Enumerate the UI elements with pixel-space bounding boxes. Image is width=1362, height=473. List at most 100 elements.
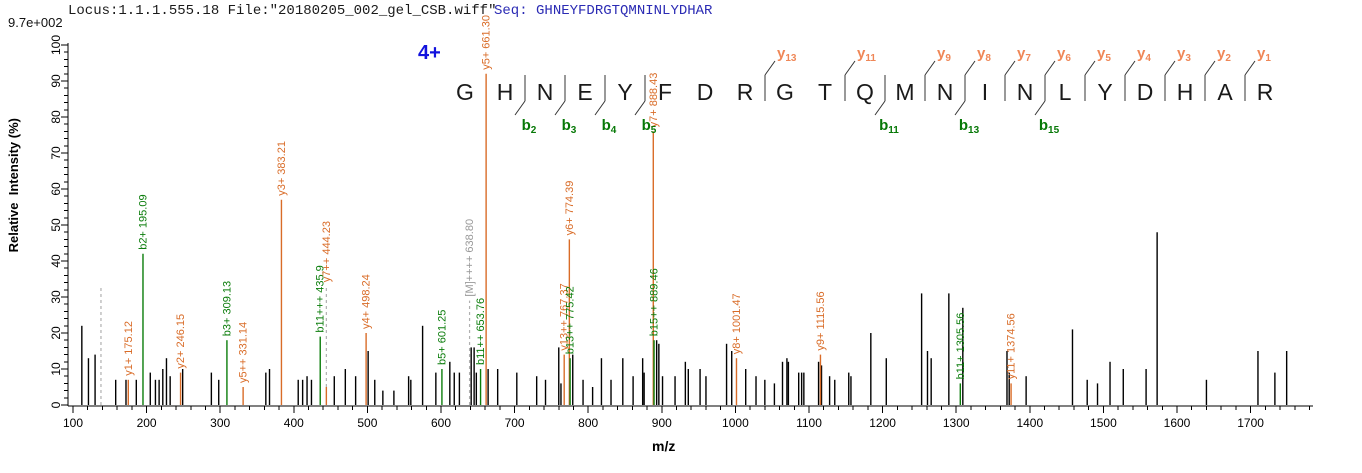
- precursor-charge-label: 4+: [418, 42, 441, 64]
- residue-12: M: [895, 79, 914, 105]
- y1-ion-label: y1: [1257, 45, 1271, 64]
- residue-5: Y: [617, 79, 632, 105]
- unlabeled-peaks: [81, 232, 1288, 405]
- residue-20: A: [1217, 79, 1233, 105]
- b15-ion-label: b15: [1039, 117, 1060, 136]
- b13-ion-label: b13: [959, 117, 980, 136]
- peak-label: [M]++++ 638.80: [464, 219, 476, 297]
- b3-ion-label: b3: [562, 117, 577, 136]
- residue-10: T: [818, 79, 832, 105]
- svg-text:1100: 1100: [796, 416, 822, 430]
- peak-label: b11+ 1305.56: [955, 313, 967, 380]
- y5-ion-label: y5: [1097, 45, 1111, 64]
- peak-label: y6+ 774.39: [564, 181, 576, 236]
- peak-label: y9+ 1115.56: [815, 291, 827, 350]
- labeled-peaks: y1+ 175.12 b2+ 195.09 y2+ 246.15 b3+ 309.13…: [123, 15, 1018, 405]
- y11-ion-label: y11: [857, 45, 876, 64]
- peak-label: y2+ 246.15: [175, 314, 187, 369]
- y7-ion-label: y7: [1017, 45, 1031, 64]
- residue-4: E: [577, 79, 592, 105]
- svg-text:70: 70: [49, 146, 63, 160]
- svg-text:100: 100: [49, 35, 63, 55]
- svg-text:500: 500: [357, 416, 377, 430]
- svg-text:10: 10: [49, 362, 63, 376]
- peak-label: b13++ 775.42: [565, 286, 577, 354]
- residue-19: H: [1177, 79, 1194, 105]
- residue-9: G: [776, 79, 794, 105]
- residue-3: N: [537, 79, 554, 105]
- axes: [67, 43, 1313, 407]
- svg-text:30: 30: [49, 290, 63, 304]
- svg-text:90: 90: [49, 74, 63, 88]
- y3-ion-label: y3: [1177, 45, 1191, 64]
- svg-text:200: 200: [137, 416, 157, 430]
- svg-text:20: 20: [49, 326, 63, 340]
- peak-label: y11+ 1374.56: [1006, 313, 1018, 379]
- max-intensity-label: 9.7e+002: [8, 15, 63, 30]
- seq-value: GHNEYFDRGTQMNINLYDHAR: [536, 3, 713, 19]
- b11-ion-label: b11: [879, 117, 899, 136]
- residue-7: D: [697, 79, 714, 105]
- svg-text:400: 400: [284, 416, 304, 430]
- peak-label: b2+ 195.09: [137, 194, 149, 249]
- peak-label: y8+ 1001.47: [731, 293, 743, 354]
- svg-text:0: 0: [49, 401, 63, 408]
- svg-text:1700: 1700: [1237, 416, 1264, 430]
- b2-ion-label: b2: [522, 117, 537, 136]
- residue-14: I: [982, 79, 988, 105]
- residue-13: N: [937, 79, 954, 105]
- peak-label: y7+ 888.43: [648, 73, 660, 128]
- y4-ion-label: y4: [1137, 45, 1151, 64]
- svg-text:100: 100: [63, 416, 83, 430]
- peak-label: b15++ 889.46: [649, 268, 661, 336]
- peak-label: y13++ 767.37: [559, 283, 571, 350]
- residue-16: L: [1059, 79, 1072, 105]
- peak-label: b11+++ 435.9: [315, 265, 327, 332]
- peak-label: b3+ 309.13: [221, 281, 233, 336]
- residue-21: R: [1257, 79, 1274, 105]
- svg-text:50: 50: [49, 218, 63, 232]
- svg-text:900: 900: [652, 416, 672, 430]
- residue-2: H: [497, 79, 514, 105]
- residue-1: G: [456, 79, 474, 105]
- peak-label: y5++ 331.14: [238, 322, 250, 383]
- peak-label: y5+ 661.30: [481, 15, 493, 70]
- locus-file-label: Locus:1.1.1.555.18 File:"20180205_002_ge…: [68, 3, 497, 19]
- peak-label: y7++ 444.23: [321, 221, 333, 282]
- peak-label: y4+ 498.24: [361, 274, 373, 329]
- svg-text:1600: 1600: [1164, 416, 1191, 430]
- sequence-header: Seq: GHNEYFDRGTQMNINLYDHAR: [494, 3, 712, 19]
- y9-ion-label: y9: [937, 45, 951, 64]
- peak-label: b5+ 601.25: [436, 310, 448, 365]
- x-axis-title: m/z: [652, 438, 676, 454]
- svg-text:60: 60: [49, 182, 63, 196]
- svg-text:1500: 1500: [1090, 416, 1117, 430]
- y2-ion-label: y2: [1217, 45, 1231, 64]
- residue-18: D: [1137, 79, 1154, 105]
- b4-ion-label: b4: [602, 117, 617, 136]
- residue-11: Q: [856, 79, 874, 105]
- y13-ion-label: y13: [777, 45, 797, 64]
- svg-text:300: 300: [210, 416, 230, 430]
- svg-text:80: 80: [49, 110, 63, 124]
- residue-15: N: [1017, 79, 1034, 105]
- svg-text:1000: 1000: [722, 416, 749, 430]
- x-axis-ticks: 100 200 300 400 500 600 700 800 900 1000 1100 1200 1…: [63, 406, 1310, 430]
- svg-text:700: 700: [505, 416, 525, 430]
- seq-label: Seq:: [494, 3, 537, 19]
- svg-text:1200: 1200: [869, 416, 896, 430]
- peak-label: b11++ 653.76: [475, 298, 487, 365]
- residue-17: Y: [1097, 79, 1112, 105]
- y6-ion-label: y6: [1057, 45, 1071, 64]
- svg-text:40: 40: [49, 254, 63, 268]
- peak-label: y3+ 383.21: [276, 141, 288, 196]
- residue-6: F: [658, 79, 672, 105]
- y8-ion-label: y8: [977, 45, 991, 64]
- peak-label: y1+ 175.12: [123, 321, 135, 376]
- y-axis-ticks: 0 10 20 30 40 50 60 70 80 90 100: [49, 35, 68, 408]
- svg-text:800: 800: [578, 416, 598, 430]
- svg-text:600: 600: [431, 416, 451, 430]
